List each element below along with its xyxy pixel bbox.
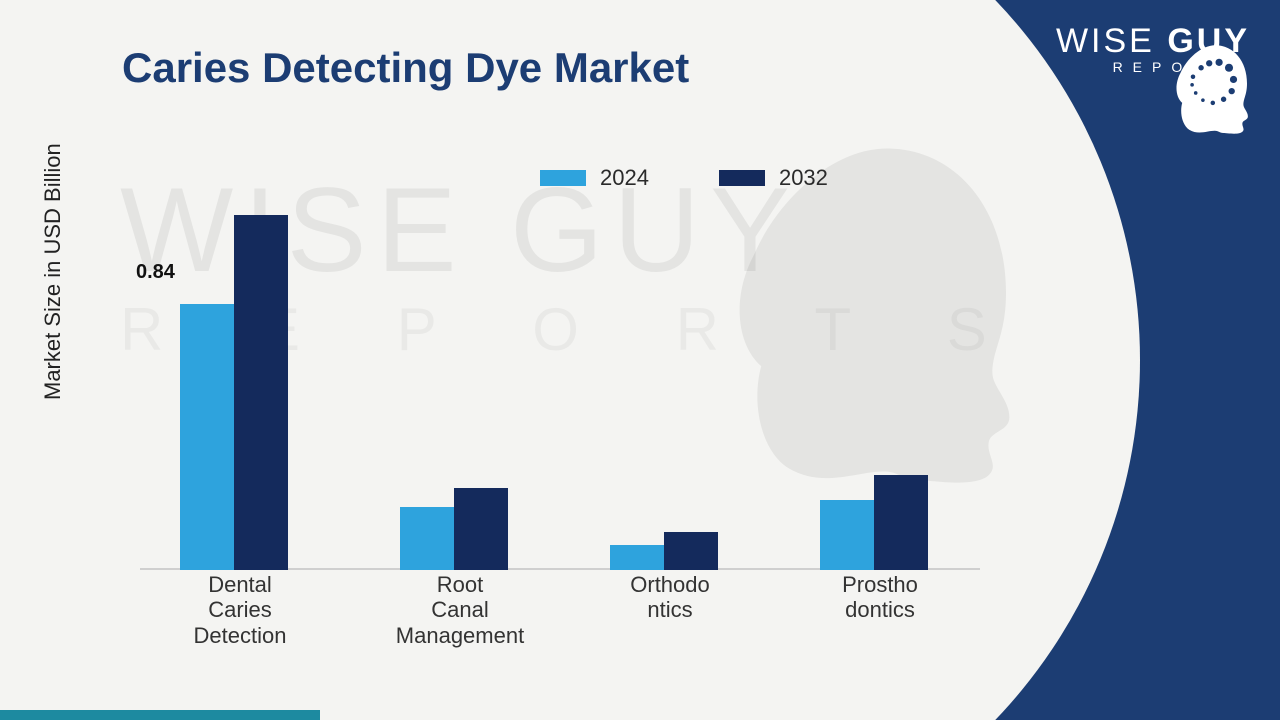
legend: 2024 2032 — [540, 165, 828, 191]
x-axis-label: RootCanalManagement — [380, 572, 540, 648]
logo-wise: WISE — [1056, 22, 1155, 60]
bar — [820, 500, 874, 570]
chart-title: Caries Detecting Dye Market — [122, 44, 689, 92]
bar — [400, 507, 454, 570]
plot-area: 0.84 — [140, 190, 980, 570]
bar — [454, 488, 508, 570]
legend-label-2024: 2024 — [600, 165, 649, 191]
x-axis-label: DentalCariesDetection — [160, 572, 320, 648]
legend-swatch-2024 — [540, 170, 586, 186]
bar — [610, 545, 664, 570]
bar — [874, 475, 928, 570]
infographic-stage: WISE GUY R E P O R T S WISE GUY REPORTS … — [0, 0, 1280, 720]
logo-head-icon — [1166, 40, 1256, 136]
bar — [180, 304, 234, 570]
bar-chart: Market Size in USD Billion 0.84 DentalCa… — [100, 190, 980, 610]
brand-logo: WISE GUY REPORTS — [1056, 22, 1250, 75]
legend-item-2032: 2032 — [719, 165, 828, 191]
legend-swatch-2032 — [719, 170, 765, 186]
value-label: 0.84 — [136, 261, 175, 284]
y-axis-label: Market Size in USD Billion — [40, 143, 66, 400]
bar — [664, 532, 718, 570]
bar — [234, 215, 288, 570]
legend-label-2032: 2032 — [779, 165, 828, 191]
bottom-accent-bar — [0, 710, 320, 720]
x-axis-label: Prosthodontics — [800, 572, 960, 623]
x-axis-label: Orthodontics — [590, 572, 750, 623]
legend-item-2024: 2024 — [540, 165, 649, 191]
